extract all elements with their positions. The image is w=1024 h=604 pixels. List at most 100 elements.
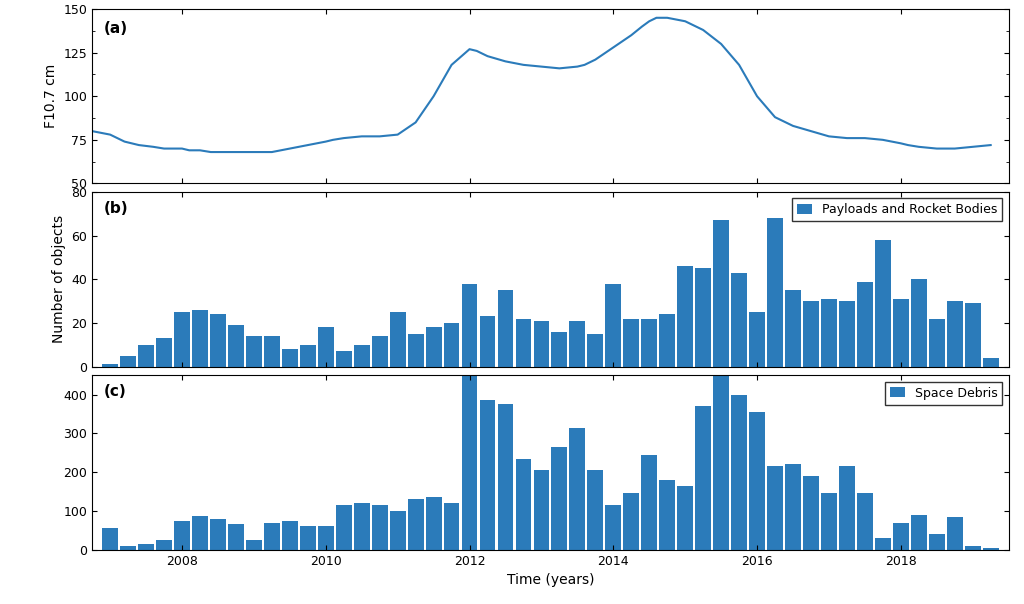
Bar — [803, 301, 819, 367]
Y-axis label: Number of objects: Number of objects — [52, 215, 66, 344]
Bar — [857, 281, 872, 367]
Bar — [857, 493, 872, 550]
Bar — [498, 291, 513, 367]
Bar — [372, 505, 388, 550]
Bar — [246, 540, 262, 550]
Bar — [983, 358, 998, 367]
Bar — [515, 318, 531, 367]
Text: (b): (b) — [104, 201, 129, 216]
Bar — [659, 480, 675, 550]
Bar — [498, 404, 513, 550]
Bar — [354, 345, 370, 367]
Bar — [336, 505, 351, 550]
Bar — [156, 338, 172, 367]
Bar — [874, 240, 891, 367]
Bar — [228, 524, 244, 550]
Bar — [174, 312, 189, 367]
Bar — [750, 412, 765, 550]
Bar — [947, 301, 963, 367]
Bar — [264, 336, 280, 367]
Bar — [911, 279, 927, 367]
Bar — [317, 327, 334, 367]
Bar — [750, 312, 765, 367]
Bar — [695, 268, 711, 367]
Bar — [641, 318, 657, 367]
Bar — [354, 503, 370, 550]
Bar — [534, 470, 549, 550]
Bar — [390, 511, 406, 550]
Text: (a): (a) — [104, 21, 128, 36]
Bar — [965, 303, 981, 367]
Bar — [731, 394, 746, 550]
Bar — [174, 521, 189, 550]
Bar — [102, 528, 118, 550]
Bar — [462, 367, 477, 550]
Bar — [515, 458, 531, 550]
Bar — [965, 546, 981, 550]
Bar — [929, 318, 945, 367]
Legend: Space Debris: Space Debris — [885, 382, 1002, 405]
Bar — [713, 375, 729, 550]
Bar — [731, 273, 746, 367]
Bar — [624, 318, 639, 367]
Bar — [983, 548, 998, 550]
Bar — [228, 325, 244, 367]
Bar — [246, 336, 262, 367]
Bar — [102, 364, 118, 367]
Y-axis label: F10.7 cm: F10.7 cm — [44, 64, 58, 129]
Bar — [479, 316, 496, 367]
Bar — [929, 534, 945, 550]
Bar — [408, 500, 424, 550]
Bar — [120, 356, 136, 367]
Bar — [300, 527, 315, 550]
Bar — [390, 312, 406, 367]
Bar — [695, 406, 711, 550]
Bar — [874, 538, 891, 550]
Bar — [785, 291, 801, 367]
Bar — [282, 349, 298, 367]
Bar — [264, 522, 280, 550]
Bar — [605, 505, 622, 550]
Bar — [605, 284, 622, 367]
Legend: Payloads and Rocket Bodies: Payloads and Rocket Bodies — [792, 198, 1002, 222]
Bar — [785, 464, 801, 550]
Bar — [372, 336, 388, 367]
X-axis label: Time (years): Time (years) — [507, 573, 594, 587]
Bar — [821, 493, 837, 550]
Bar — [138, 345, 154, 367]
Bar — [426, 327, 441, 367]
Bar — [893, 522, 908, 550]
Bar — [193, 516, 208, 550]
Bar — [479, 400, 496, 550]
Bar — [839, 301, 855, 367]
Bar — [156, 540, 172, 550]
Bar — [677, 486, 693, 550]
Bar — [624, 493, 639, 550]
Bar — [408, 334, 424, 367]
Bar — [443, 323, 460, 367]
Bar — [713, 220, 729, 367]
Bar — [300, 345, 315, 367]
Bar — [893, 299, 908, 367]
Bar — [821, 299, 837, 367]
Text: (c): (c) — [104, 384, 127, 399]
Bar — [210, 314, 226, 367]
Bar — [462, 284, 477, 367]
Bar — [210, 519, 226, 550]
Bar — [534, 321, 549, 367]
Bar — [120, 546, 136, 550]
Bar — [569, 428, 586, 550]
Bar — [552, 332, 567, 367]
Bar — [839, 466, 855, 550]
Bar — [659, 314, 675, 367]
Bar — [193, 310, 208, 367]
Bar — [282, 521, 298, 550]
Bar — [641, 455, 657, 550]
Bar — [552, 447, 567, 550]
Bar — [569, 321, 586, 367]
Bar — [138, 544, 154, 550]
Bar — [588, 470, 603, 550]
Bar — [947, 516, 963, 550]
Bar — [767, 218, 783, 367]
Bar — [803, 476, 819, 550]
